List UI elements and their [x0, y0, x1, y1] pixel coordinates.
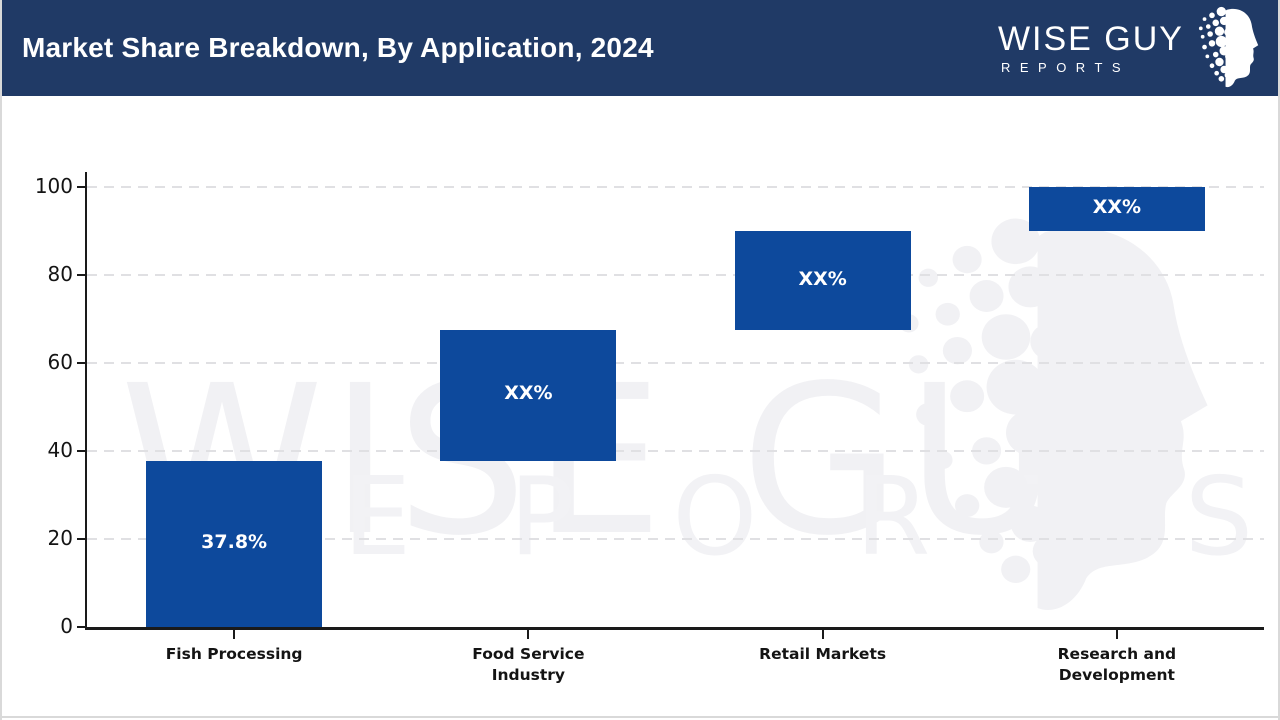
bar-retail-markets: [734, 231, 911, 330]
page-title: Market Share Breakdown, By Application, …: [22, 32, 654, 63]
y-axis-line: [85, 172, 87, 629]
y-tick-mark-60: [77, 362, 86, 364]
bar-value-label-food-service-industry: XX%: [504, 382, 553, 405]
x-tick-mark-retail-markets: [821, 630, 824, 639]
y-tick-label-40: 40: [47, 438, 73, 462]
gridline-80: [87, 274, 1264, 276]
x-tick-mark-research-and-development: [1115, 630, 1118, 639]
x-axis-line: [85, 627, 1264, 630]
y-tick-mark-20: [77, 538, 86, 540]
gridline-60: [87, 362, 1264, 364]
x-tick-label-retail-markets: Retail Markets: [678, 644, 968, 665]
wise-guy-logo: WISE GUY REPORTS: [998, 6, 1264, 90]
gridline-100: [87, 186, 1264, 188]
y-tick-label-20: 20: [47, 526, 73, 550]
gridline-40: [87, 450, 1264, 452]
y-tick-mark-80: [77, 274, 86, 276]
x-tick-label-line: Industry: [491, 666, 566, 684]
y-tick-label-100: 100: [34, 174, 73, 198]
x-tick-mark-fish-processing: [233, 630, 236, 639]
logo-subtitle: REPORTS: [1000, 60, 1131, 75]
x-tick-label-line: Research and: [1057, 645, 1177, 663]
watermark-head-icon: [899, 218, 1208, 611]
header: Market Share Breakdown, By Application, …: [2, 0, 1278, 96]
y-tick-mark-0: [77, 626, 86, 628]
y-tick-label-60: 60: [47, 350, 73, 374]
logo-wordmark: WISE GUY: [997, 20, 1184, 58]
bar-value-label-retail-markets: XX%: [798, 267, 847, 290]
x-tick-label-food-service-industry: Food Service Industry: [383, 644, 673, 686]
x-tick-mark-food-service-industry: [527, 630, 530, 639]
logo-text: WISE GUY REPORTS: [998, 22, 1184, 74]
bar-fish-processing: [146, 460, 323, 627]
x-tick-label-line: Fish Processing: [165, 645, 303, 663]
bar-food-service-industry: [440, 330, 617, 461]
x-tick-label-line: Retail Markets: [759, 645, 887, 663]
x-tick-label-line: Food Service: [472, 645, 585, 663]
bar-value-label-fish-processing: 37.8%: [201, 530, 268, 553]
y-tick-label-80: 80: [47, 262, 73, 286]
bar-value-label-research-and-development: XX%: [1092, 196, 1142, 218]
bar-research-and-development: [1028, 187, 1205, 231]
gridline-20: [87, 538, 1264, 540]
chart-area: WISE GUY REPORTS 0 20 40 60 80 100 37.8% Fish P…: [2, 96, 1278, 718]
y-tick-mark-40: [77, 450, 86, 452]
y-tick-mark-100: [77, 186, 86, 188]
head-profile-icon: [1198, 6, 1259, 88]
x-tick-label-fish-processing: Fish Processing: [89, 644, 379, 665]
y-tick-label-0: 0: [60, 614, 73, 638]
x-tick-label-line: Development: [1058, 666, 1175, 684]
x-tick-label-research-and-development: Research and Development: [972, 644, 1262, 686]
